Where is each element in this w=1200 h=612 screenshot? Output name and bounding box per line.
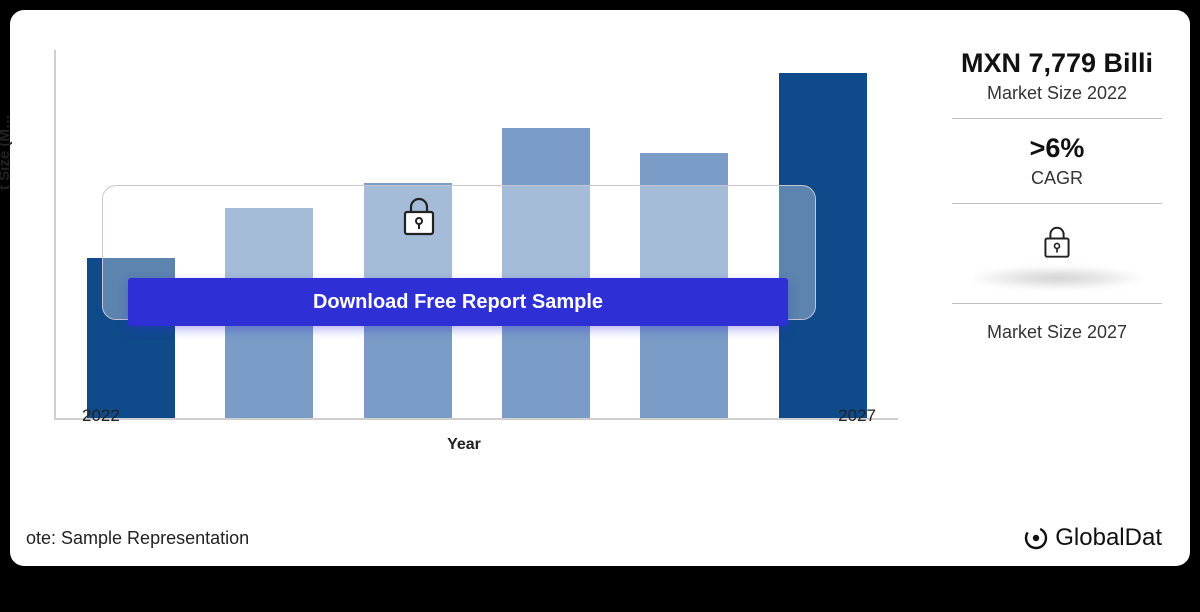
x-tick-last: 2027	[838, 406, 876, 426]
lock-icon	[392, 188, 446, 242]
stat-cagr-label: CAGR	[1031, 168, 1083, 189]
chart-zone: t Size (M… 2022 2027 Year Download	[10, 30, 918, 516]
brand-icon	[1023, 525, 1049, 551]
download-sample-label: Download Free Report Sample	[313, 291, 603, 314]
blurred-value	[972, 267, 1142, 289]
stats-sidebar: MXN 7,779 Billi Market Size 2022 >6% CAG…	[918, 30, 1190, 516]
y-axis-label: t Size (M…	[0, 114, 13, 190]
main-row: t Size (M… 2022 2027 Year Download	[10, 10, 1190, 516]
stat-market-size-2022-value: MXN 7,779 Billi	[961, 48, 1153, 79]
brand-logo: GlobalDat	[1023, 524, 1162, 552]
report-card: t Size (M… 2022 2027 Year Download	[10, 10, 1190, 566]
divider	[952, 303, 1162, 304]
x-axis-label: Year	[447, 436, 481, 454]
brand-name: GlobalDat	[1055, 524, 1162, 552]
lock-icon	[1038, 222, 1076, 265]
divider	[952, 203, 1162, 204]
footnote: ote: Sample Representation	[26, 528, 249, 549]
bottom-rule	[0, 606, 1200, 612]
footer: ote: Sample Representation GlobalDat	[10, 516, 1190, 566]
stat-cagr-value: >6%	[1030, 133, 1085, 164]
stat-market-size-2027-label: Market Size 2027	[987, 322, 1127, 343]
stat-market-size-2022-label: Market Size 2022	[987, 83, 1127, 104]
divider	[952, 118, 1162, 119]
x-tick-first: 2022	[82, 406, 120, 426]
download-sample-button[interactable]: Download Free Report Sample	[128, 278, 788, 326]
